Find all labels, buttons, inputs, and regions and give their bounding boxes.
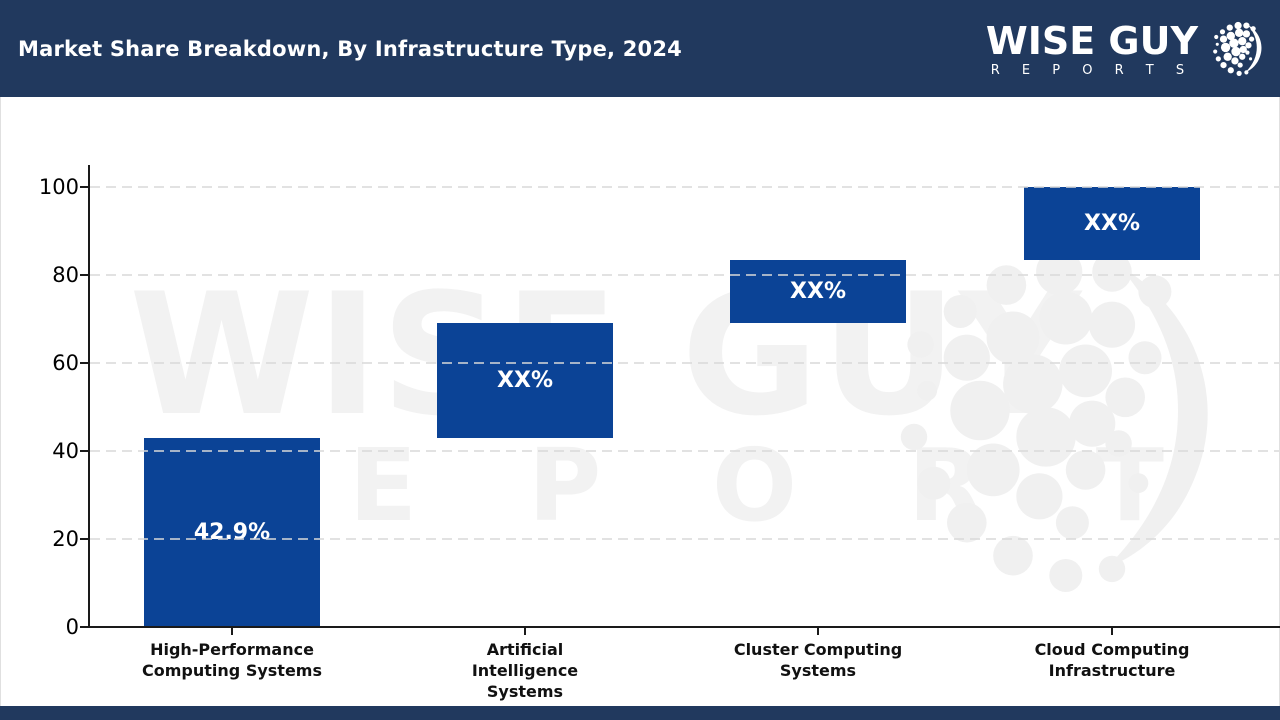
- brand-logo: WISE GUY R E P O R T S: [986, 6, 1264, 92]
- x-category-line: Cluster Computing: [733, 640, 903, 659]
- logo-wiseguy-text: WISE GUY: [985, 19, 1198, 63]
- y-tick-label-20: 20: [52, 527, 79, 551]
- y-tick-100: [80, 186, 88, 188]
- wiseguy-face-icon: [1213, 21, 1262, 76]
- brand-logo-text: WISE GUY R E P O R T S: [986, 22, 1198, 78]
- x-tick-1: [231, 628, 233, 635]
- plot-area: WISE GUY R E P O R T S 0 20 40 60 80 100 42.9…: [0, 97, 1280, 706]
- gridline-80: [90, 274, 1279, 276]
- bar-2: XX%: [437, 322, 613, 439]
- x-category-line: High-Performance: [150, 640, 314, 659]
- gridline-40: [90, 450, 1279, 452]
- y-axis-line: [88, 165, 90, 628]
- y-tick-40: [80, 450, 88, 452]
- y-tick-label-100: 100: [38, 175, 79, 199]
- bar-4: XX%: [1024, 187, 1200, 261]
- x-category-label: Cluster Computing Systems: [698, 639, 938, 681]
- footer-bar: [0, 706, 1280, 720]
- x-category-line: Computing Systems: [142, 661, 322, 680]
- bar-value-label: XX%: [790, 278, 846, 304]
- bar-value-label: XX%: [1084, 211, 1140, 237]
- x-tick-4: [1111, 628, 1113, 635]
- x-category-line: Systems: [779, 661, 857, 680]
- y-tick-80: [80, 274, 88, 276]
- header-bar: Market Share Breakdown, By Infrastructur…: [0, 0, 1280, 97]
- x-category-line: Infrastructure: [1048, 661, 1176, 680]
- x-category-label: High-Performance Computing Systems: [112, 639, 352, 681]
- x-category-line: Artificial: [486, 640, 564, 659]
- logo-reports-text: R E P O R T S: [990, 63, 1194, 78]
- wiseguy-face-watermark: [900, 248, 1208, 592]
- y-tick-20: [80, 538, 88, 540]
- y-tick-label-60: 60: [52, 351, 79, 375]
- chart-title: Market Share Breakdown, By Infrastructur…: [18, 36, 682, 61]
- bar-3: XX%: [730, 260, 906, 323]
- y-tick-label-80: 80: [52, 263, 79, 287]
- gridline-60: [90, 362, 1279, 364]
- y-tick-0: [80, 626, 88, 628]
- bar-1: 42.9%: [144, 438, 320, 627]
- gridline-100: [90, 186, 1279, 188]
- x-tick-2: [524, 628, 526, 635]
- bar-value-label: XX%: [497, 368, 553, 394]
- gridline-20: [90, 538, 1279, 540]
- y-tick-label-40: 40: [52, 439, 79, 463]
- x-category-label: Artificial Intelligence Systems: [405, 639, 645, 702]
- y-tick-60: [80, 362, 88, 364]
- x-category-line: Cloud Computing: [1034, 640, 1190, 659]
- x-category-line: Systems: [486, 682, 564, 701]
- x-category-line: Intelligence: [471, 661, 579, 680]
- x-tick-3: [817, 628, 819, 635]
- x-axis-line: [88, 626, 1280, 628]
- x-category-label: Cloud Computing Infrastructure: [992, 639, 1232, 681]
- y-tick-label-0: 0: [65, 615, 79, 639]
- bar-value-label: 42.9%: [193, 520, 271, 546]
